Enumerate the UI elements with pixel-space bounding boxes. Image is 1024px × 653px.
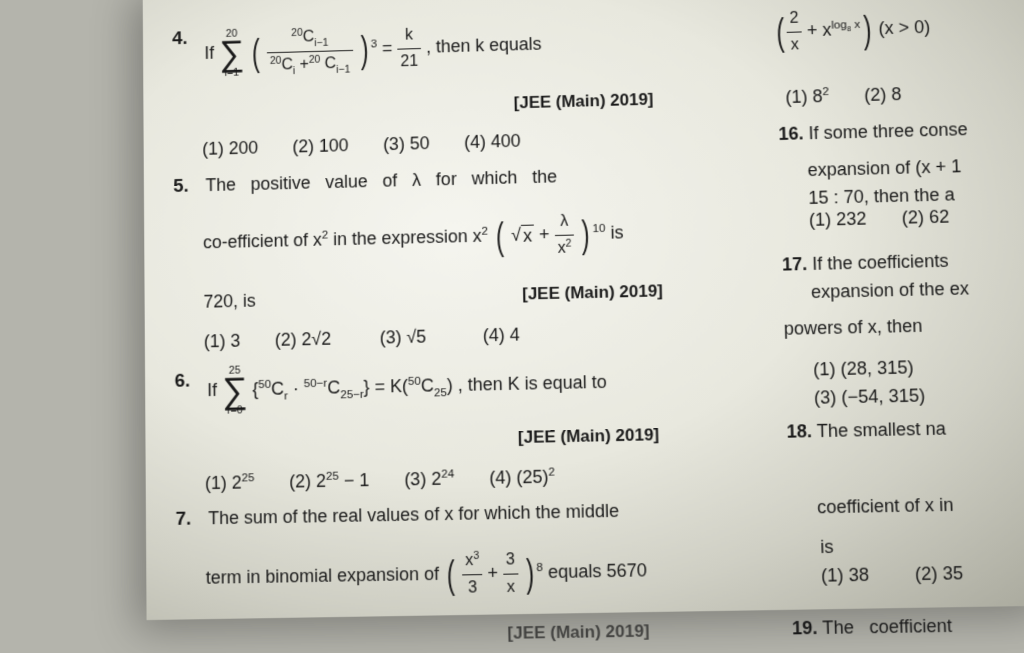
q5-l3: 720, is bbox=[203, 290, 255, 311]
q5-line1: The positive value of λ for which the bbox=[205, 158, 740, 200]
left-paren-icon: ( bbox=[251, 22, 259, 84]
q16-opt2: (2) 62 bbox=[902, 207, 950, 228]
q4-power: 3 bbox=[371, 38, 378, 51]
r1-options: (1) 82 (2) 8 bbox=[785, 81, 902, 113]
q4-opt1: (1) 200 bbox=[202, 134, 258, 164]
q6-prefix: If bbox=[207, 380, 217, 400]
q6-body: If 25 ∑ r=0 {50Cr · 50−rC25−r} = K(50C25… bbox=[207, 355, 746, 417]
q7-line2: term in binomial expansion of ( x3 3 + 3… bbox=[206, 533, 1024, 611]
q18-opt2: (2) 35 bbox=[915, 563, 964, 584]
q7-l2a: term in binomial expansion of bbox=[206, 564, 445, 588]
q6-opt2: (2) 225 − 1 bbox=[289, 466, 369, 496]
q4-opt3: (3) 50 bbox=[383, 129, 430, 159]
q5-tail: is bbox=[610, 223, 623, 243]
q6-rhs: = K(50C25) bbox=[374, 375, 452, 397]
q4-prefix: If bbox=[204, 43, 214, 63]
q7-f2n: 3 bbox=[503, 547, 519, 575]
q5-opt3: (3) √5 bbox=[379, 323, 426, 353]
q5-opt1: (1) 3 bbox=[204, 327, 241, 356]
q17-opt1: (1) (28, 315) bbox=[813, 353, 914, 384]
q16-number: 16. bbox=[778, 124, 804, 145]
q18-l2: coefficient of x in bbox=[817, 491, 954, 523]
q17-text: If the coefficients bbox=[812, 250, 949, 273]
q6-source: [JEE (Main) 2019] bbox=[518, 425, 660, 447]
q4-opt2: (2) 100 bbox=[292, 132, 348, 162]
q16-opt1: (1) 232 bbox=[809, 209, 867, 230]
q4-fraction: 20Ci−1 20Ci +20 Ci−1 bbox=[267, 23, 354, 80]
q5-source: [JEE (Main) 2019] bbox=[522, 277, 663, 307]
q4-source: [JEE (Main) 2019] bbox=[514, 90, 654, 112]
q16-line1: 16. If some three conse bbox=[778, 115, 968, 149]
q5-line3-row: 720, is [JEE (Main) 2019] 17. If the coe… bbox=[203, 269, 1024, 316]
inner-num: λ bbox=[554, 209, 574, 236]
q7-tail: equals 5670 bbox=[548, 560, 647, 582]
q4-rhs-fraction: k 21 bbox=[397, 23, 421, 75]
q7-f1d: 3 bbox=[462, 575, 482, 602]
q4-body: If 20 ∑ i=1 ( 20Ci−1 20Ci +20 Ci−1 )3 = … bbox=[204, 9, 738, 86]
q5-number: 5. bbox=[173, 172, 201, 203]
q5-l2b: in the expression x bbox=[333, 227, 482, 250]
q7-line1: The sum of the real values of x for whic… bbox=[208, 494, 749, 533]
q17-l2: expansion of the ex bbox=[811, 274, 970, 307]
rhs-den: 21 bbox=[397, 49, 421, 75]
sigma-icon: 20 ∑ i=1 bbox=[219, 29, 245, 79]
q19-text: The coefficient bbox=[822, 615, 952, 638]
q19-line1: 19. The coefficient bbox=[792, 611, 953, 643]
scanned-page: 4. If 20 ∑ i=1 ( 20Ci−1 20Ci +20 Ci−1 )3… bbox=[143, 0, 1024, 620]
right-paren-icon: ) bbox=[581, 204, 590, 267]
question-4: 4. If 20 ∑ i=1 ( 20Ci−1 20Ci +20 Ci−1 )3… bbox=[172, 1, 1016, 87]
q6-number: 6. bbox=[175, 367, 203, 398]
sqrt-x: √x bbox=[511, 224, 534, 245]
q6-source-row: [JEE (Main) 2019] 18. The smallest na bbox=[205, 412, 1024, 457]
q5-l2a: co-efficient of x bbox=[203, 230, 322, 253]
q7-f2d: x bbox=[503, 574, 519, 601]
q7-f1n: x3 bbox=[462, 547, 482, 575]
q7-power: 8 bbox=[536, 561, 543, 574]
rhs-num: k bbox=[397, 23, 421, 50]
q19-number: 19. bbox=[792, 618, 818, 639]
q4-tail: , then k equals bbox=[426, 34, 542, 57]
q4-frac-num: 20Ci−1 bbox=[267, 23, 353, 53]
q6-brace: {50Cr · 50−rC25−r} bbox=[252, 377, 369, 399]
q5-options: (1) 3 (2) 2√2 (3) √5 (4) 4 powers of x, … bbox=[204, 310, 1024, 357]
q18-number: 18. bbox=[786, 421, 812, 442]
question-6: 6. If 25 ∑ r=0 {50Cr · 50−rC25−r} = K(50… bbox=[175, 349, 1024, 417]
q6-opt1: (1) 225 bbox=[205, 469, 255, 499]
q6-opt4: (4) (25)2 bbox=[489, 463, 555, 493]
right-paren-icon: ) bbox=[360, 19, 369, 81]
sigma-symbol: ∑ bbox=[219, 40, 244, 69]
q5-opt2: (2) 2√2 bbox=[275, 325, 332, 355]
q4-number: 4. bbox=[172, 24, 199, 54]
right-paren-icon: ) bbox=[525, 541, 534, 605]
q5-inner-frac: λ x2 bbox=[554, 209, 575, 262]
r1-opt1: (1) 82 bbox=[785, 86, 829, 107]
q7-source: [JEE (Main) 2019] bbox=[507, 621, 650, 643]
q18-options: (1) 38 (2) 35 bbox=[821, 558, 964, 590]
q17-number: 17. bbox=[782, 254, 808, 275]
sigma-symbol: ∑ bbox=[222, 376, 248, 405]
q6-opt3: (3) 224 bbox=[404, 465, 454, 495]
sigma-icon: 25 ∑ r=0 bbox=[222, 366, 248, 417]
q7-frac2: 3 x bbox=[503, 547, 519, 601]
q7-number: 7. bbox=[176, 505, 204, 536]
q7-source-row: [JEE (Main) 2019] 19. The coefficient bbox=[206, 610, 1024, 652]
q5-power: 10 bbox=[592, 223, 605, 236]
q4-frac-den: 20Ci +20 Ci−1 bbox=[267, 51, 353, 80]
left-paren-icon: ( bbox=[495, 206, 504, 269]
q16-text: If some three conse bbox=[808, 119, 968, 143]
q16-options: (1) 232 (2) 62 bbox=[809, 203, 950, 235]
q6-tail: , then K is equal to bbox=[458, 372, 607, 395]
q18-line1: 18. The smallest na bbox=[786, 414, 946, 446]
right-q15-expr: (2x + xlog8 x) (x > 0) bbox=[773, 0, 932, 64]
q5-opt4: (4) 4 bbox=[483, 321, 520, 351]
q18-text: The smallest na bbox=[816, 418, 946, 441]
r1-opt2: (2) 8 bbox=[864, 84, 902, 105]
q17-l3: powers of x, then bbox=[783, 312, 923, 344]
inner-den: x2 bbox=[554, 236, 574, 263]
q18-l3: is bbox=[820, 532, 834, 562]
q4-opt4: (4) 400 bbox=[464, 127, 521, 157]
q17-opt3: (3) (−54, 315) bbox=[814, 382, 926, 413]
